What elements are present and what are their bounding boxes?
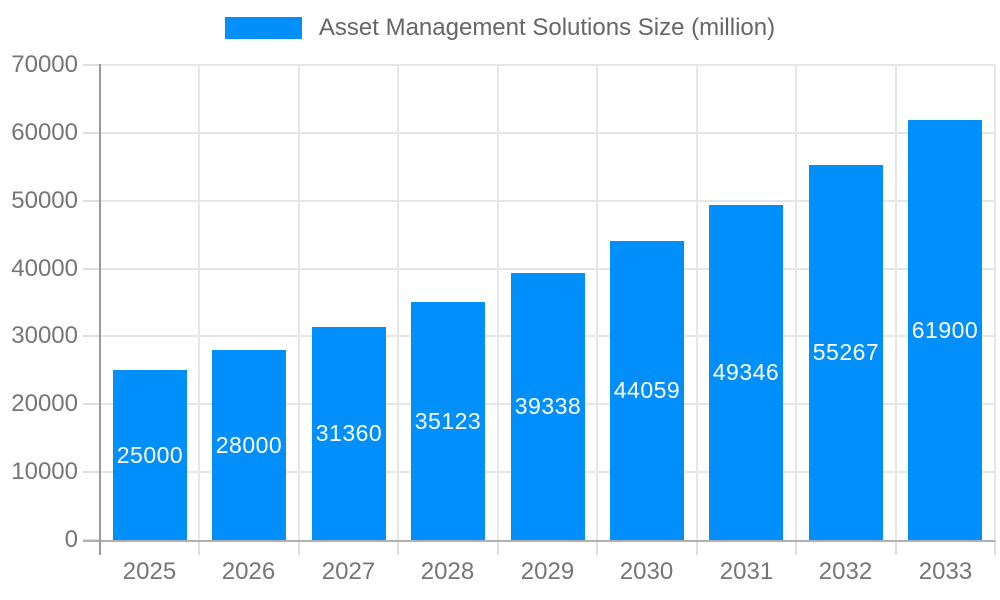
bar: 61900: [908, 120, 982, 540]
legend-swatch-icon: [224, 17, 302, 39]
bar-value-label: 31360: [315, 420, 383, 446]
x-axis-tick-label: 2026: [221, 558, 276, 585]
y-axis-tick-label: 40000: [11, 255, 78, 282]
vertical-gridline: [596, 65, 598, 540]
y-axis-tick: [83, 64, 100, 66]
vertical-gridline: [198, 65, 200, 540]
y-axis-tick: [83, 132, 100, 134]
x-axis-tick-label: 2030: [619, 558, 674, 585]
horizontal-gridline: [100, 200, 995, 202]
x-axis-tick-label: 2029: [520, 558, 575, 585]
x-axis-tick-label: 2027: [321, 558, 376, 585]
x-axis-tick: [397, 540, 399, 555]
y-axis-tick: [83, 471, 100, 473]
bar: 28000: [212, 350, 286, 540]
legend-series-label: Asset Management Solutions Size (million…: [318, 14, 776, 41]
x-axis-tick: [994, 540, 996, 555]
vertical-gridline: [895, 65, 897, 540]
bar-value-label: 25000: [116, 441, 184, 468]
x-axis-tick-label: 2032: [818, 558, 873, 585]
y-axis-tick-label: 10000: [11, 458, 78, 485]
x-axis-tick: [298, 540, 300, 555]
y-axis-tick-label: 0: [64, 526, 78, 553]
y-axis-tick: [83, 200, 100, 202]
bar: 35123: [411, 302, 485, 540]
horizontal-gridline: [100, 132, 995, 134]
bar: 25000: [113, 370, 187, 540]
x-axis-tick: [596, 540, 598, 555]
bar: 31360: [312, 327, 386, 540]
bar: 44059: [610, 241, 684, 540]
x-axis-tick: [696, 540, 698, 555]
bar-value-label: 44059: [613, 377, 681, 403]
x-axis-tick-label: 2033: [918, 558, 973, 585]
x-axis-tick-label: 2025: [122, 558, 177, 585]
y-axis-tick: [83, 335, 100, 337]
x-axis-tick-label: 2028: [420, 558, 475, 585]
bar: 39338: [511, 273, 585, 540]
bar: 55267: [809, 165, 883, 540]
x-axis-tick: [497, 540, 499, 555]
y-axis-tick: [83, 403, 100, 405]
y-axis-tick: [83, 268, 100, 270]
vertical-gridline: [497, 65, 499, 540]
bar-value-label: 28000: [215, 431, 283, 458]
x-axis-tick-label: 2031: [719, 558, 774, 585]
horizontal-gridline: [100, 64, 995, 66]
y-axis-line: [99, 64, 101, 555]
vertical-gridline: [397, 65, 399, 540]
x-axis-line: [83, 540, 995, 542]
bar-value-label: 61900: [911, 316, 979, 343]
legend-item[interactable]: Asset Management Solutions Size (million…: [224, 14, 776, 42]
horizontal-gridline: [100, 268, 995, 270]
chart-legend: Asset Management Solutions Size (million…: [0, 14, 1000, 42]
y-axis-tick-label: 20000: [11, 390, 78, 417]
y-axis-tick-label: 70000: [11, 51, 78, 78]
x-axis-tick: [895, 540, 897, 555]
y-axis-tick-label: 30000: [11, 322, 78, 349]
vertical-gridline: [298, 65, 300, 540]
bar-value-label: 35123: [414, 407, 482, 434]
bar-value-label: 39338: [514, 393, 582, 419]
vertical-gridline: [696, 65, 698, 540]
vertical-gridline: [795, 65, 797, 540]
bar-value-label: 55267: [812, 339, 880, 365]
y-axis-tick-label: 50000: [11, 187, 78, 214]
bar-value-label: 49346: [712, 359, 780, 385]
x-axis-tick: [198, 540, 200, 555]
vertical-gridline: [994, 65, 996, 540]
x-axis-tick: [795, 540, 797, 555]
y-axis-tick-label: 60000: [11, 119, 78, 146]
bar: 49346: [709, 205, 783, 540]
